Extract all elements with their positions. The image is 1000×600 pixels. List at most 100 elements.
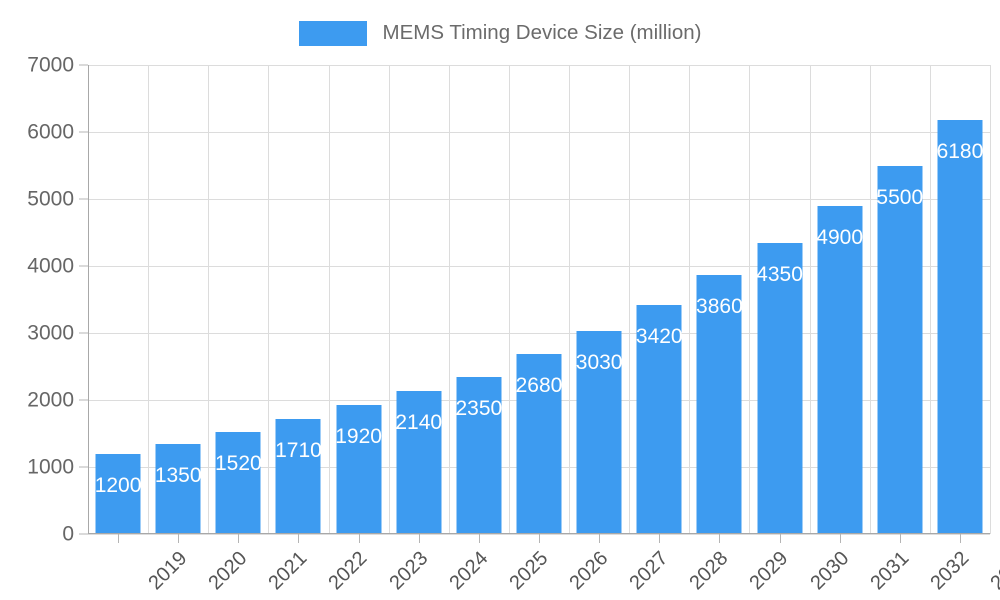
legend-item-mems-timing-device-size[interactable]: MEMS Timing Device Size (million) <box>298 20 702 46</box>
chart-legend: MEMS Timing Device Size (million) <box>0 18 1000 48</box>
bar-slot: 1710 <box>268 65 328 534</box>
bar-slot: 4900 <box>810 65 870 534</box>
x-axis-tick-label: 2027 <box>625 547 673 595</box>
x-axis-tick-label: 2032 <box>926 547 974 595</box>
x-axis-line <box>88 533 990 534</box>
bar-slot: 3860 <box>689 65 749 534</box>
y-tick-mark <box>79 131 88 133</box>
y-gridline <box>88 266 990 267</box>
x-axis-tick-label: 2033 <box>986 547 1000 595</box>
x-axis-tick-label: 2021 <box>264 547 312 595</box>
x-gridline <box>508 65 510 534</box>
x-tick-mark <box>118 534 120 543</box>
bar-slot: 3030 <box>569 65 629 534</box>
y-tick-mark <box>79 64 88 66</box>
x-axis-tick-label: 2023 <box>384 547 432 595</box>
x-tick-mark <box>779 534 781 543</box>
x-gridline <box>929 65 931 534</box>
x-axis-tick-label: 2030 <box>805 547 853 595</box>
bar[interactable] <box>275 419 321 534</box>
bar-slot: 5500 <box>870 65 930 534</box>
bar[interactable] <box>696 275 742 534</box>
y-tick-mark <box>79 265 88 267</box>
bar-series: 1200 1350 1520 1710 1920 2140 2350 2680 3030 3420… <box>88 65 990 534</box>
y-axis-tick-label: 5000 <box>27 187 74 211</box>
x-axis-tick-label: 2024 <box>445 547 493 595</box>
bar-slot: 1520 <box>208 65 268 534</box>
x-gridline <box>148 65 150 534</box>
bar[interactable] <box>215 432 261 534</box>
y-axis-tick-label: 7000 <box>27 53 74 77</box>
x-gridline <box>388 65 390 534</box>
bar[interactable] <box>516 354 562 534</box>
legend-label: MEMS Timing Device Size (million) <box>382 20 702 44</box>
y-gridline <box>88 132 990 133</box>
y-tick-mark <box>79 198 88 200</box>
x-gridline <box>809 65 811 534</box>
x-gridline <box>629 65 631 534</box>
y-tick-mark <box>79 533 88 535</box>
x-tick-mark <box>358 534 360 543</box>
y-axis-tick-label: 3000 <box>27 321 74 345</box>
x-gridline <box>869 65 871 534</box>
x-axis-tick-label: 2022 <box>324 547 372 595</box>
bar[interactable] <box>576 331 622 534</box>
x-gridline <box>689 65 691 534</box>
x-tick-mark <box>418 534 420 543</box>
bar[interactable] <box>95 453 141 534</box>
bar[interactable] <box>817 205 863 534</box>
bar[interactable] <box>937 119 983 534</box>
bar[interactable] <box>396 390 442 534</box>
bar-slot: 1200 <box>88 65 148 534</box>
bar[interactable] <box>757 242 803 534</box>
x-axis-tick-label: 2025 <box>505 547 553 595</box>
plot-area: 0 1000 2000 3000 4000 5000 6000 7000 1200 1350 15… <box>27 55 1000 595</box>
x-tick-mark <box>959 534 961 543</box>
y-gridline <box>88 333 990 334</box>
y-gridline <box>88 199 990 200</box>
x-axis-tick-label: 2020 <box>204 547 252 595</box>
y-tick-mark <box>79 466 88 468</box>
x-tick-mark <box>178 534 180 543</box>
x-axis-tick-label: 2029 <box>745 547 793 595</box>
x-axis-tick-label: 2019 <box>144 547 192 595</box>
legend-color-swatch <box>298 20 367 46</box>
bar-slot: 2680 <box>509 65 569 534</box>
x-tick-mark <box>659 534 661 543</box>
bar-slot: 6180 <box>930 65 990 534</box>
y-tick-mark <box>79 399 88 401</box>
x-gridline <box>448 65 450 534</box>
bar-slot: 4350 <box>749 65 809 534</box>
x-axis-tick-label: 2026 <box>565 547 613 595</box>
y-axis-tick-label: 6000 <box>27 120 74 144</box>
x-axis-tick-label: 2031 <box>865 547 914 595</box>
x-tick-mark <box>298 534 300 543</box>
bar[interactable] <box>336 405 382 534</box>
y-axis-tick-label: 0 <box>62 522 74 546</box>
x-tick-mark <box>478 534 480 543</box>
x-tick-mark <box>599 534 601 543</box>
x-gridline <box>328 65 330 534</box>
bar[interactable] <box>877 165 923 534</box>
x-gridline <box>268 65 270 534</box>
x-gridline <box>990 65 991 534</box>
bar-slot: 3420 <box>629 65 689 534</box>
x-tick-mark <box>719 534 721 543</box>
bar-slot: 1920 <box>329 65 389 534</box>
y-tick-mark <box>79 332 88 334</box>
x-tick-mark <box>899 534 901 543</box>
x-tick-mark <box>839 534 841 543</box>
x-axis-tick-label: 2028 <box>685 547 733 595</box>
y-gridline <box>88 65 990 66</box>
y-axis-tick-label: 1000 <box>27 455 74 479</box>
x-tick-mark <box>539 534 540 543</box>
bar[interactable] <box>155 443 201 534</box>
bar[interactable] <box>456 376 502 534</box>
y-axis-line <box>88 65 89 534</box>
bar[interactable] <box>636 304 682 534</box>
bar-slot: 1350 <box>148 65 208 534</box>
y-axis-tick-label: 4000 <box>27 254 74 278</box>
bar-slot: 2140 <box>389 65 449 534</box>
x-gridline <box>749 65 751 534</box>
